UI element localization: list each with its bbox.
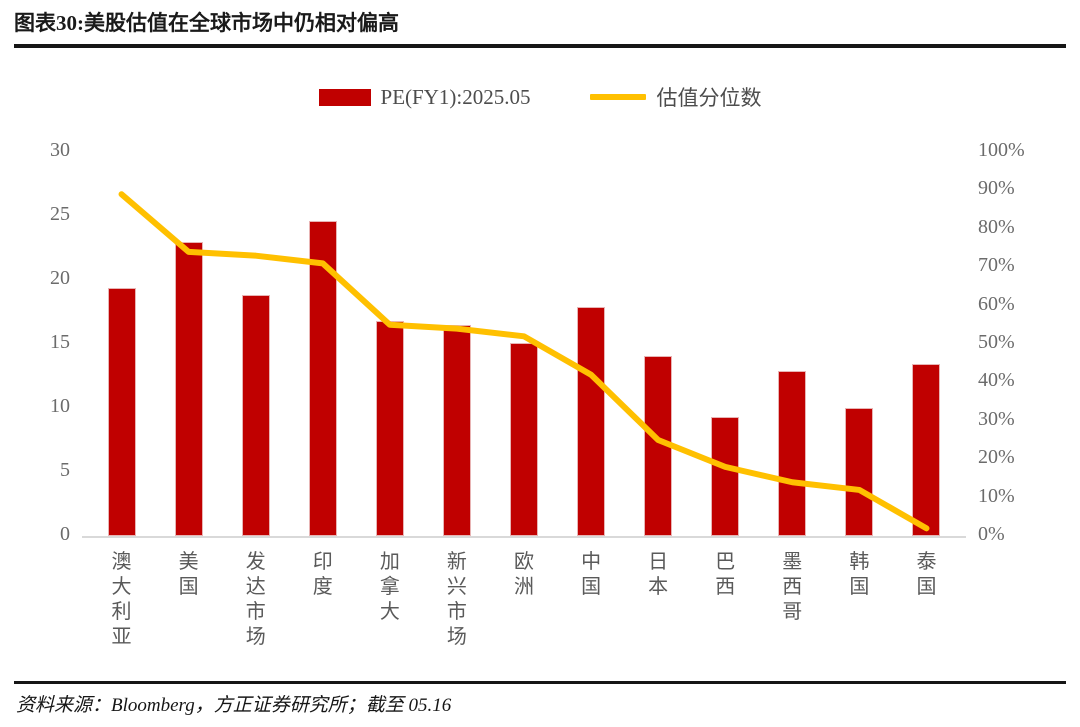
bar-新兴市场	[442, 324, 471, 536]
source-note: 资料来源：Bloomberg，方正证券研究所；截至 05.16	[16, 695, 452, 716]
x-axis-label: 发达市场	[245, 551, 266, 648]
bar-韩国	[845, 408, 874, 536]
left-axis-tick: 5	[60, 459, 70, 481]
left-axis-tick: 25	[50, 203, 70, 225]
footer-divider	[14, 681, 1066, 684]
right-axis-tick: 100%	[978, 139, 1025, 161]
right-axis-tick: 20%	[978, 446, 1015, 469]
page-title: 图表30:美股估值在全球市场中仍相对偏高	[14, 11, 399, 35]
x-axis-label: 欧洲	[514, 551, 534, 598]
x-axis-label: 加拿大	[379, 551, 400, 623]
legend-label-percentile: 估值分位数	[656, 86, 762, 110]
bar-发达市场	[241, 295, 270, 536]
chart-legend: PE(FY1):2025.05 估值分位数	[0, 82, 1080, 112]
right-axis-tick: 30%	[978, 407, 1015, 430]
legend-line-swatch-icon	[590, 94, 647, 100]
right-axis-tick: 40%	[978, 369, 1015, 392]
title-divider	[14, 44, 1066, 48]
right-axis-tick: 60%	[978, 292, 1015, 315]
x-axis-label: 墨西哥	[782, 551, 803, 623]
right-axis-tick: 10%	[978, 484, 1015, 507]
bar-欧洲	[510, 342, 538, 536]
figure-title-bar: 图表30:美股估值在全球市场中仍相对偏高	[14, 8, 1066, 44]
x-axis-label: 印度	[312, 551, 333, 598]
left-axis-tick: 10	[50, 395, 70, 417]
x-axis-label: 泰国	[916, 551, 937, 598]
x-axis-label: 澳大利亚	[111, 551, 132, 648]
left-axis-tick: 20	[50, 267, 70, 289]
right-axis-tick: 80%	[978, 215, 1015, 238]
x-axis-baseline	[82, 536, 966, 538]
legend-label-pe: PE(FY1):2025.05	[380, 84, 531, 109]
legend-item-percentile: 估值分位数	[590, 82, 761, 112]
bar-巴西	[711, 416, 740, 536]
x-axis-label: 巴西	[715, 551, 736, 598]
right-axis-tick: 90%	[978, 177, 1015, 200]
left-axis-tick: 0	[60, 523, 70, 545]
bar-墨西哥	[778, 370, 807, 536]
right-axis-tick: 0%	[978, 523, 1005, 545]
bar-泰国	[912, 364, 941, 536]
right-axis-tick: 50%	[978, 331, 1015, 353]
bar-加拿大	[375, 320, 404, 536]
right-axis-tick: 70%	[978, 254, 1015, 277]
x-axis-label: 中国	[581, 551, 602, 598]
x-axis-label: 新兴市场	[446, 551, 467, 648]
left-axis-tick: 15	[50, 331, 70, 353]
legend-bar-swatch-icon	[318, 88, 371, 106]
bar-日本	[644, 355, 673, 536]
bar-澳大利亚	[107, 287, 136, 536]
legend-item-pe: PE(FY1):2025.05	[318, 84, 531, 110]
x-axis-label: 美国	[178, 551, 199, 598]
x-axis-label: 韩国	[849, 551, 870, 598]
bar-中国	[577, 306, 606, 536]
x-axis-label: 日本	[648, 551, 669, 598]
left-axis-tick: 30	[50, 139, 70, 161]
bar-印度	[308, 221, 337, 536]
bar-美国	[174, 241, 203, 536]
